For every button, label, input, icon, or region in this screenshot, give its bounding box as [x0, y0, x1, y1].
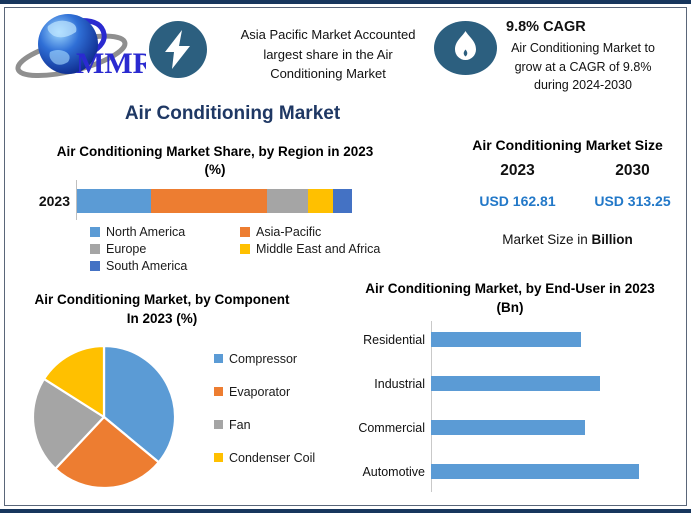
- legend-swatch: [90, 226, 100, 237]
- globe-icon: MMR: [15, 14, 155, 80]
- lightning-icon: [149, 21, 207, 78]
- unit-note-text: Market Size in: [502, 232, 588, 247]
- enduser-y-axis: [431, 321, 432, 492]
- legend-swatch: [214, 354, 223, 363]
- cagr-line: during 2024-2030: [534, 78, 632, 93]
- bar-label: Industrial: [374, 376, 425, 391]
- asia-note-line: Asia Pacific Market Accounted: [240, 27, 416, 42]
- region-legend: North America Asia-Pacific Europe Middle…: [90, 223, 430, 274]
- pie-slice-fan: [31, 377, 106, 470]
- year-2030: 2030: [615, 162, 650, 179]
- legend-item-fan: Fan: [214, 415, 315, 434]
- pie-slice-compressor: [102, 344, 177, 464]
- legend-label: North America: [106, 224, 186, 239]
- market-size-years: 2023 2030: [460, 162, 690, 180]
- enduser-bar: [431, 376, 600, 391]
- market-size-title: Air Conditioning Market Size: [472, 137, 663, 153]
- year-2023: 2023: [500, 162, 535, 179]
- flame-icon: [434, 21, 497, 75]
- asia-note-line: Conditioning Market: [270, 66, 386, 81]
- component-pie: [31, 344, 177, 490]
- cagr-title: 9.8% CAGR: [506, 19, 586, 35]
- legend-label: Middle East and Africa: [256, 241, 381, 256]
- pie-slice-condenser-coil: [42, 344, 106, 419]
- region-category-label: 2023: [38, 193, 70, 209]
- legend-label: Evaporator: [229, 384, 291, 399]
- cagr-line: Air Conditioning Market to: [511, 40, 655, 55]
- unit-note-bold: Billion: [591, 232, 633, 247]
- legend-item-middle-east-africa: Middle East and Africa: [240, 242, 430, 256]
- legend-item-condenser-coil: Condenser Coil: [214, 448, 315, 467]
- logo-text: MMR: [76, 47, 146, 80]
- legend-label: Compressor: [229, 351, 298, 366]
- legend-swatch: [240, 243, 250, 254]
- legend-label: Europe: [106, 241, 147, 256]
- bar-label: Residential: [363, 332, 425, 347]
- enduser-bar: [431, 332, 581, 347]
- legend-item-north-america: North America: [90, 225, 240, 239]
- bar-label: Commercial: [358, 420, 425, 435]
- region-segment-north-america: [77, 189, 152, 213]
- value-2030: USD 313.25: [594, 193, 671, 209]
- legend-item-asia-pacific: Asia-Pacific: [240, 225, 430, 239]
- legend-label: Fan: [229, 417, 251, 432]
- region-segment-south-america: [332, 189, 352, 213]
- legend-swatch: [90, 243, 100, 254]
- legend-item-south-america: South America: [90, 259, 240, 273]
- legend-swatch: [240, 226, 250, 237]
- legend-swatch: [90, 260, 100, 271]
- component-chart-title: Air Conditioning Market, by Component In…: [34, 292, 290, 326]
- bottom-border-strip: [0, 509, 691, 513]
- enduser-row-automotive: Automotive: [335, 464, 680, 479]
- legend-swatch: [214, 420, 223, 429]
- enduser-chart-title: Air Conditioning Market, by End-User in …: [365, 281, 655, 315]
- component-legend: Compressor Evaporator Fan Condenser Coil: [214, 349, 315, 481]
- legend-item-evaporator: Evaporator: [214, 382, 315, 401]
- asia-note-line: largest share in the Air: [263, 46, 393, 62]
- page-title: Air Conditioning Market: [124, 103, 341, 124]
- enduser-row-commercial: Commercial: [335, 420, 680, 435]
- cagr-line: grow at a CAGR of 9.8%: [514, 59, 652, 74]
- legend-swatch: [214, 387, 223, 396]
- legend-item-europe: Europe: [90, 242, 240, 256]
- asia-pacific-note: Asia Pacific Market Accounted largest sh…: [212, 25, 444, 84]
- legend-label: South America: [106, 258, 188, 273]
- region-segment-europe: [266, 189, 308, 213]
- content-frame: [4, 7, 687, 506]
- market-size-unit-note: Market Size in Billion: [450, 232, 685, 247]
- value-2023: USD 162.81: [479, 193, 556, 209]
- region-chart-title: Air Conditioning Market Share, by Region…: [56, 144, 374, 178]
- region-y-axis: [76, 180, 77, 220]
- top-border-strip: [0, 0, 691, 4]
- enduser-row-residential: Residential: [335, 332, 680, 347]
- legend-label: Asia-Pacific: [256, 224, 322, 239]
- enduser-bar-chart: Residential Industrial Commercial Automo…: [335, 332, 680, 508]
- legend-label: Condenser Coil: [229, 450, 316, 465]
- cagr-note: 9.8% CAGR Air Conditioning Market to gro…: [492, 17, 674, 95]
- pie-slice-evaporator: [54, 415, 160, 490]
- legend-item-compressor: Compressor: [214, 349, 315, 368]
- bar-label: Automotive: [362, 464, 425, 479]
- region-stacked-bar: [77, 189, 352, 213]
- enduser-bar: [431, 420, 585, 435]
- legend-swatch: [214, 453, 223, 462]
- region-segment-asia-pacific: [151, 189, 267, 213]
- region-segment-middle-east-and-africa: [308, 189, 333, 213]
- market-size-values: USD 162.81 USD 313.25: [460, 193, 690, 209]
- enduser-bar: [431, 464, 639, 479]
- enduser-row-industrial: Industrial: [335, 376, 680, 391]
- mmr-logo: MMR: [10, 8, 155, 88]
